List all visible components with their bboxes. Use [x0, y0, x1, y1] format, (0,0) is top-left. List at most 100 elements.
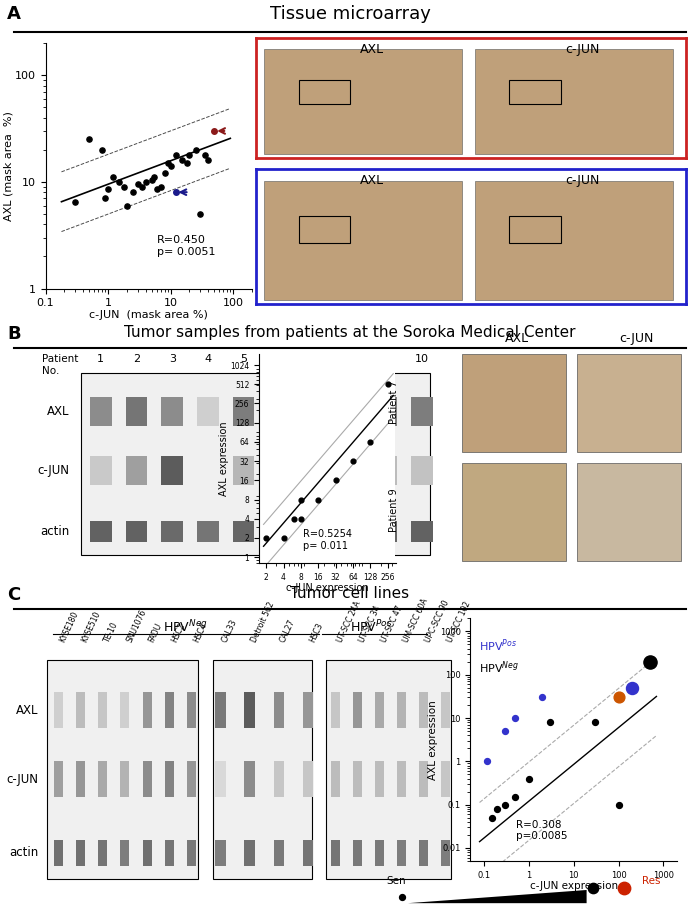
Bar	[442, 692, 450, 728]
Text: UT-SCC 47: UT-SCC 47	[379, 604, 405, 643]
Y-axis label: AXL (mask area  %): AXL (mask area %)	[4, 111, 13, 221]
Bar	[126, 455, 147, 485]
Bar	[244, 761, 255, 797]
Text: 10: 10	[415, 354, 429, 365]
Point	[644, 654, 655, 669]
Point	[97, 142, 108, 157]
Point	[295, 511, 307, 526]
Point	[203, 153, 214, 168]
Bar	[412, 521, 433, 542]
Point	[626, 681, 638, 695]
Bar	[274, 840, 284, 867]
Text: c-JUN: c-JUN	[7, 773, 38, 786]
Bar	[244, 840, 255, 867]
Point	[278, 530, 289, 545]
Bar	[577, 354, 680, 452]
Point	[288, 511, 300, 526]
Bar	[162, 397, 183, 426]
Text: R=0.5254
p= 0.011: R=0.5254 p= 0.011	[302, 529, 351, 551]
Bar	[76, 761, 85, 797]
Bar	[188, 840, 196, 867]
Point	[102, 182, 113, 197]
Point	[500, 797, 511, 812]
X-axis label: c-JUN expression: c-JUN expression	[530, 881, 617, 891]
Bar	[165, 692, 174, 728]
Point	[500, 724, 511, 738]
Point	[382, 377, 393, 392]
Bar	[90, 521, 111, 542]
Point	[121, 198, 132, 213]
Bar	[264, 49, 462, 154]
Bar	[510, 216, 561, 243]
Point	[170, 185, 181, 200]
Bar	[165, 840, 174, 867]
Bar	[331, 692, 340, 728]
Bar	[304, 455, 326, 485]
Point	[486, 811, 498, 825]
Bar	[162, 521, 183, 542]
Text: HPV$^{Neg}$: HPV$^{Neg}$	[163, 618, 208, 635]
Point	[510, 711, 521, 725]
Text: UT-SCC 102: UT-SCC 102	[446, 600, 473, 643]
Point	[195, 207, 206, 222]
Bar	[375, 692, 384, 728]
Point	[613, 797, 624, 812]
Bar	[412, 455, 433, 485]
Point	[589, 714, 601, 729]
Text: AXL: AXL	[16, 703, 38, 716]
Bar	[76, 692, 85, 728]
Bar	[353, 840, 362, 867]
Point	[537, 690, 548, 704]
Bar	[304, 521, 326, 542]
Bar	[54, 761, 62, 797]
Bar	[126, 397, 147, 426]
Bar	[244, 692, 255, 728]
Text: 9: 9	[383, 354, 390, 365]
Bar	[126, 521, 147, 542]
Bar	[90, 397, 111, 426]
Bar	[419, 761, 428, 797]
Bar	[162, 455, 183, 485]
Point	[184, 147, 195, 162]
Text: Sen: Sen	[386, 877, 406, 886]
Bar	[120, 761, 130, 797]
Point	[162, 156, 174, 170]
Text: UM-SCC 60A: UM-SCC 60A	[402, 596, 430, 643]
Bar	[419, 840, 428, 867]
Bar	[120, 840, 130, 867]
Text: 6: 6	[276, 354, 283, 365]
Text: R=0.308
p=0.0085: R=0.308 p=0.0085	[516, 820, 567, 842]
Text: UT-SCC 34: UT-SCC 34	[358, 604, 382, 643]
Text: Patient 7: Patient 7	[389, 380, 399, 423]
Bar	[510, 81, 561, 104]
Text: Tumor samples from patients at the Soroka Medical Center: Tumor samples from patients at the Sorok…	[125, 325, 575, 340]
Bar	[233, 455, 254, 485]
Bar	[98, 840, 107, 867]
Text: Patient 9: Patient 9	[389, 489, 399, 532]
Bar	[462, 354, 566, 452]
Text: HSC2: HSC2	[169, 621, 186, 643]
Bar	[120, 692, 130, 728]
Bar	[376, 521, 398, 542]
Bar	[143, 692, 152, 728]
Bar	[375, 840, 384, 867]
Point	[199, 147, 210, 162]
Point	[330, 473, 341, 487]
Text: AXL: AXL	[360, 43, 384, 56]
Point	[190, 142, 201, 157]
Text: actin: actin	[10, 846, 38, 859]
Bar	[331, 761, 340, 797]
Bar	[442, 840, 450, 867]
Point	[365, 434, 376, 449]
Bar	[331, 840, 340, 867]
Text: Detroit 562: Detroit 562	[249, 600, 276, 643]
Bar	[475, 49, 673, 154]
Bar	[216, 692, 225, 728]
Text: 4: 4	[204, 354, 211, 365]
Text: AXL: AXL	[505, 332, 528, 345]
Point	[260, 530, 272, 545]
Bar	[197, 455, 218, 485]
Point	[149, 170, 160, 185]
Bar	[216, 840, 225, 867]
Text: Tissue microarray: Tissue microarray	[270, 5, 430, 23]
